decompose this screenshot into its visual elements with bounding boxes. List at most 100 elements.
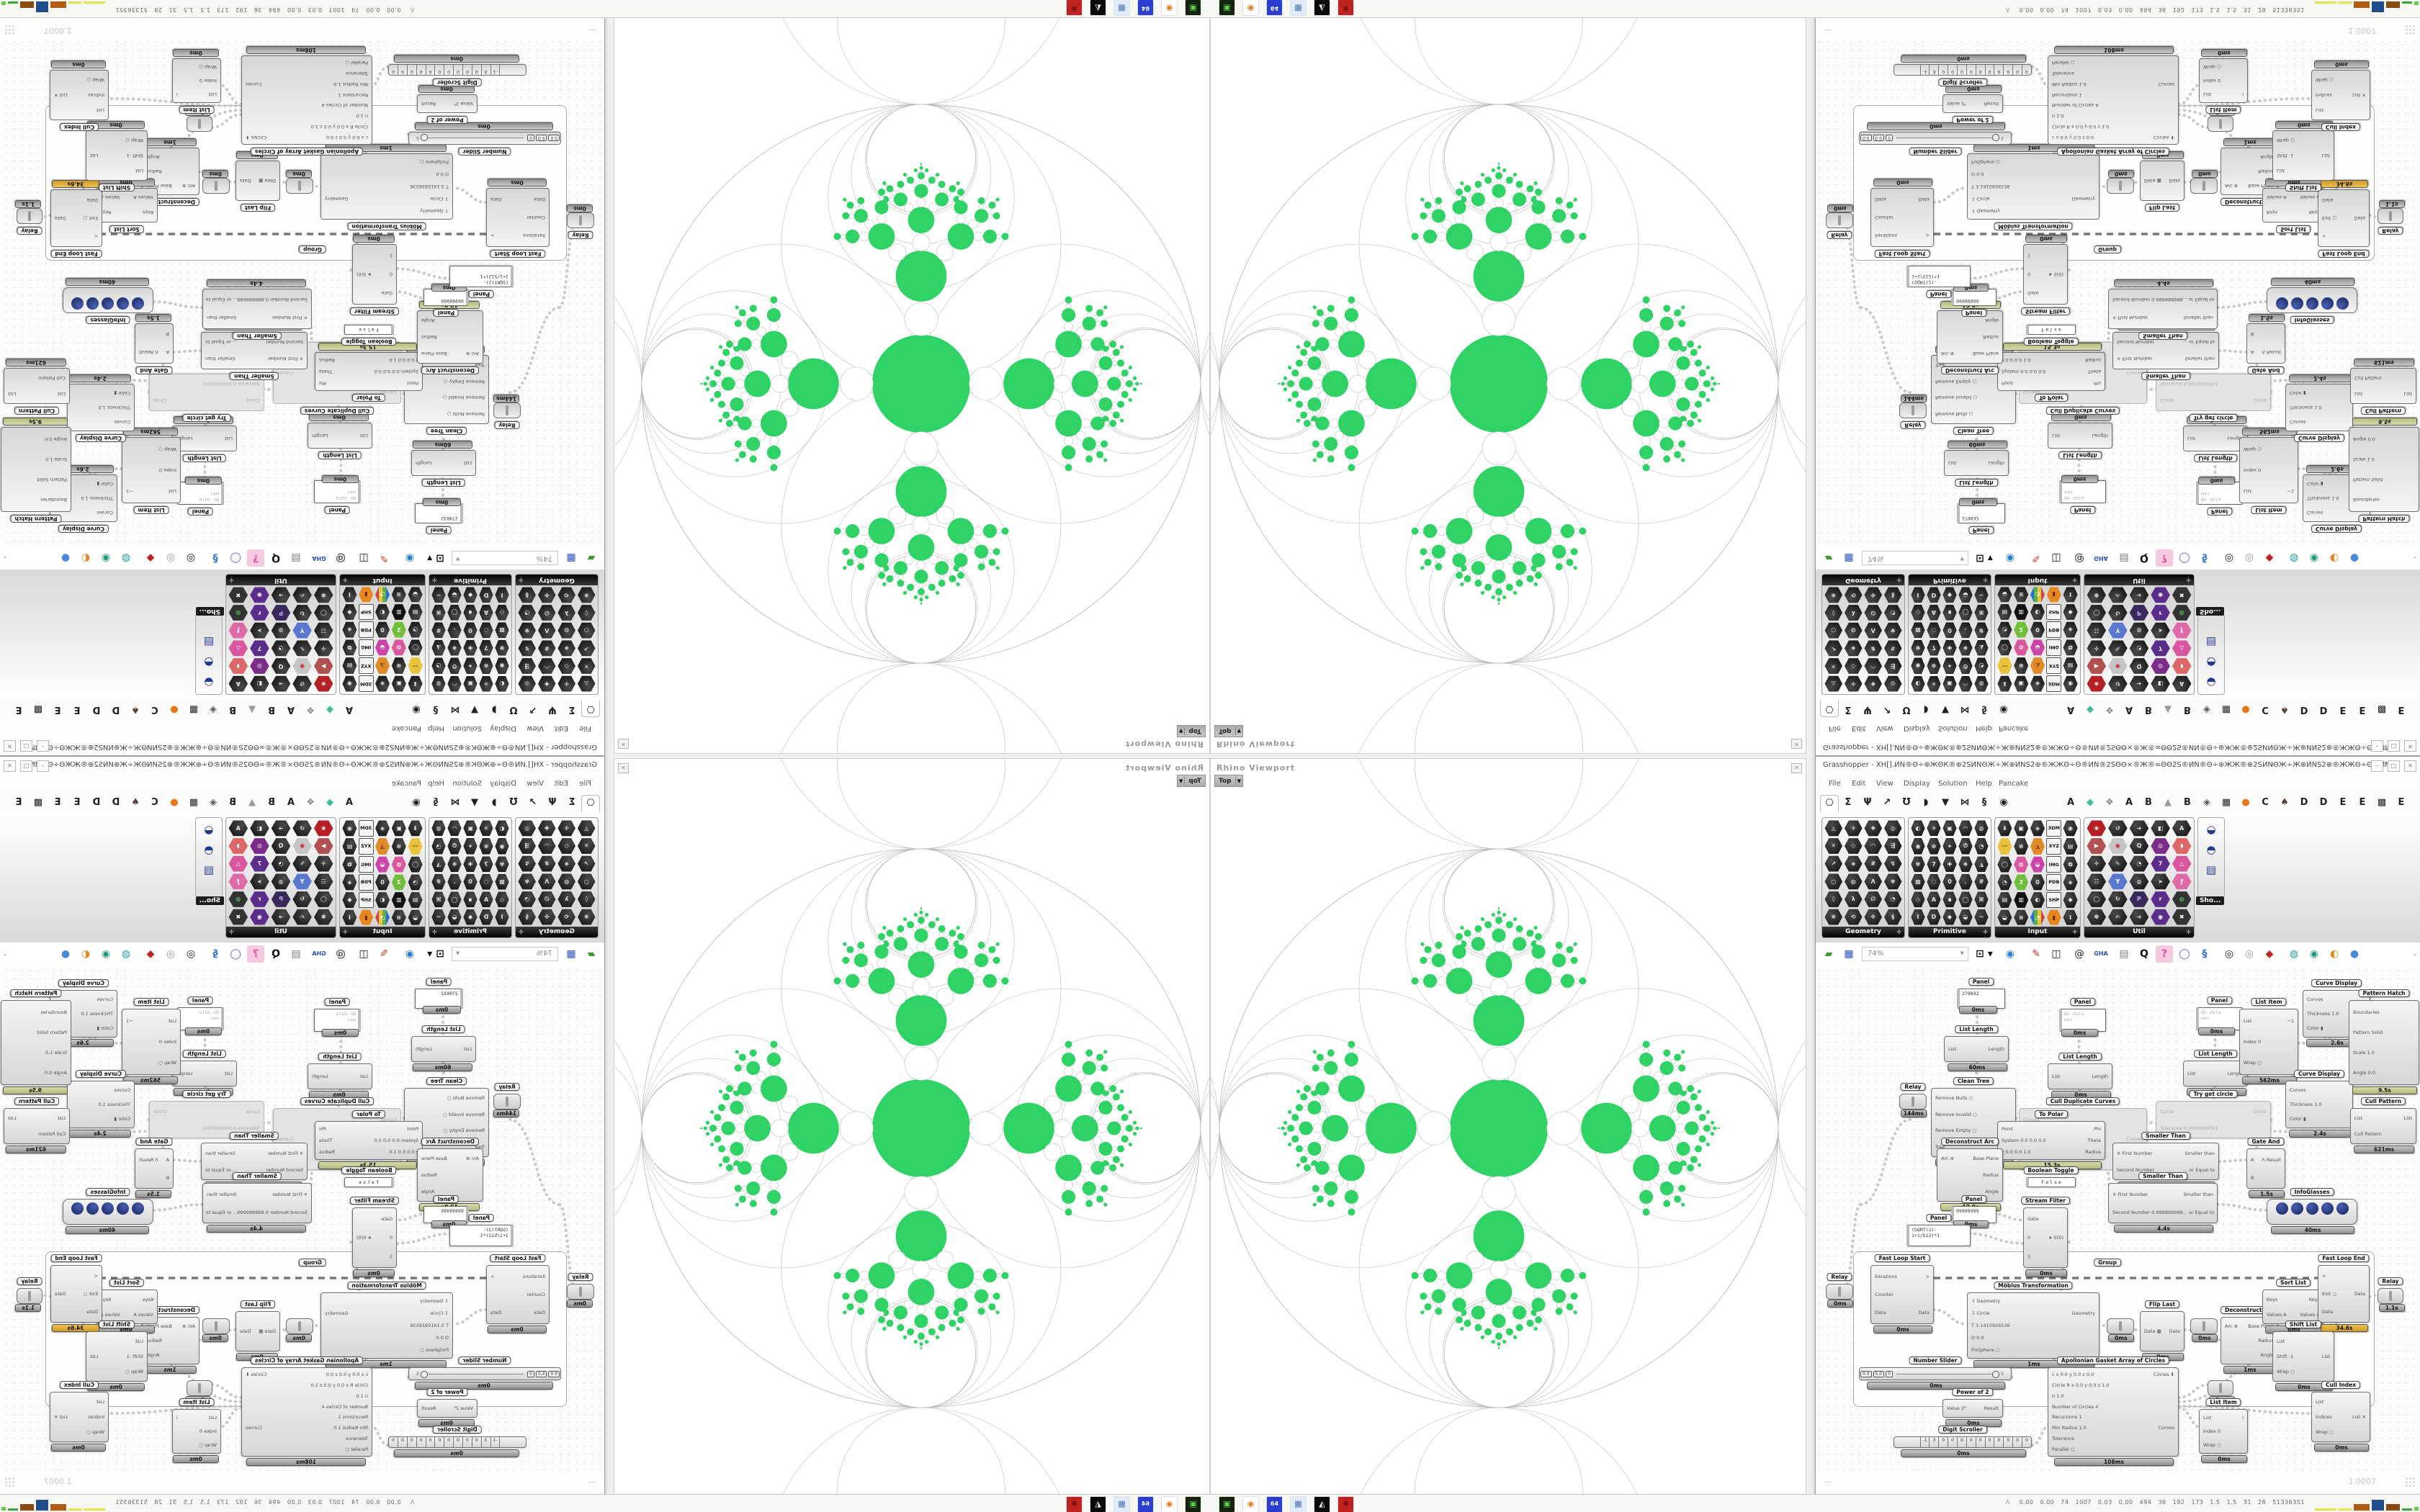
scroller-digit[interactable]: 0	[1957, 65, 1966, 75]
relay-node[interactable]	[493, 1094, 521, 1110]
component-icon[interactable]: ƒ	[228, 622, 248, 639]
palette-label[interactable]: Primitive ✛	[1909, 927, 1991, 937]
input-param[interactable]: Remove Nulls ○	[1935, 1095, 1973, 1102]
component-icon[interactable]: 7	[479, 856, 493, 873]
component-icon[interactable]: ◌	[1927, 622, 1941, 639]
component-icon[interactable]: ✾	[518, 873, 537, 890]
save-file-icon[interactable]: ▦	[1844, 948, 1854, 960]
input-param[interactable]: A	[166, 1156, 169, 1163]
input-param[interactable]: List	[57, 391, 66, 397]
component-icon[interactable]: ◈	[2063, 874, 2078, 891]
relay-node[interactable]	[2107, 178, 2134, 194]
component-icon[interactable]: ✚	[538, 675, 557, 692]
tab-plugin-e1[interactable]: E	[2339, 704, 2347, 715]
viewport-close-icon[interactable]: ✕	[618, 763, 629, 773]
component-icon[interactable]: ⊕	[1927, 657, 1941, 675]
tab-plugin-e3[interactable]: E	[15, 797, 22, 808]
input-param[interactable]: ⇩ Circle	[1971, 196, 1990, 202]
input-param[interactable]: Parallel ○	[345, 60, 368, 66]
panel-value[interactable]: 279032	[415, 503, 463, 523]
component-body[interactable]: Data ▦ Data	[236, 1311, 280, 1351]
node-pattern-hatch[interactable]: Pattern Hatch Boundaries Pattern Solid Scal…	[2349, 418, 2419, 523]
component-icon[interactable]: ↻	[2108, 605, 2128, 621]
component-icon[interactable]: ◇	[1845, 838, 1863, 854]
output-param[interactable]: Data	[490, 196, 502, 202]
component-icon[interactable]: ◯	[313, 605, 333, 621]
glasses-icon[interactable]: ◒	[204, 823, 214, 836]
component-icon[interactable]: IMG	[358, 639, 374, 656]
tab-plugin-c[interactable]: C	[151, 797, 158, 808]
component-body[interactable]: List −1 Index 0 Wrap ○	[122, 437, 181, 503]
component-icon[interactable]: ≡	[391, 909, 406, 925]
scroller-digit[interactable]: 0	[435, 65, 445, 75]
output-param[interactable]: Curves	[246, 1425, 262, 1431]
component-icon[interactable]: ✚	[463, 640, 478, 657]
tab-plugin-a2[interactable]: A	[2125, 704, 2133, 715]
component-icon[interactable]: ◉	[2108, 838, 2128, 854]
component-icon[interactable]: ◇	[1911, 891, 1925, 908]
input-param[interactable]: Values A	[2267, 194, 2287, 201]
toolbar-overflow-icon[interactable]: ⌄	[2412, 555, 2418, 562]
toolbar-overflow-icon[interactable]: ⌄	[2, 950, 8, 957]
component-icon[interactable]: ◮	[1974, 856, 1989, 873]
input-param[interactable]: List	[57, 1115, 66, 1121]
component-icon[interactable]: ◔	[271, 640, 291, 657]
resize-grip[interactable]	[5, 25, 15, 35]
component-icon[interactable]: ❀	[313, 820, 333, 837]
component-icon[interactable]: ◍	[1974, 676, 1989, 693]
relay-node[interactable]	[17, 208, 42, 224]
component-icon[interactable]: ◐	[375, 892, 390, 909]
node-relay[interactable]: Relay 0ms	[567, 1273, 594, 1308]
output-param[interactable]: Circles ⬇	[2153, 134, 2174, 140]
component-body[interactable]: Keys Keys Values A Values A	[96, 188, 158, 222]
component-icon[interactable]: ▣	[391, 675, 406, 692]
input-param[interactable]: Curves	[114, 419, 130, 425]
input-param[interactable]: Cull Pattern	[2354, 375, 2382, 381]
input-param[interactable]: B	[2251, 331, 2254, 338]
output-param[interactable]: Λ Result	[139, 1156, 158, 1163]
input-param[interactable]: 0	[2027, 271, 2031, 277]
component-icon[interactable]: ◆	[463, 587, 478, 603]
script-dna-icon[interactable]: §	[212, 552, 218, 564]
minimize-button[interactable]: –	[37, 740, 49, 752]
component-icon[interactable]: ⌘	[431, 891, 446, 908]
output-param[interactable]: Data	[55, 215, 66, 222]
component-icon[interactable]: ▩	[1911, 873, 1925, 890]
component-body[interactable]: List List Cull Pattern	[4, 368, 70, 404]
node-relay[interactable]: Relay 1.1s	[15, 200, 42, 235]
input-param[interactable]: <	[2322, 233, 2326, 239]
projector-icon[interactable]: ◫	[2051, 948, 2061, 960]
component-icon[interactable]: ◒	[408, 587, 423, 603]
panel-value[interactable]: (SQRT(2)- 1+1/512)*1	[1906, 266, 1971, 287]
node-digit-scroller[interactable]: Digit Scroller -1 3 0 0 0 0 0 0 0 0 0 0 0ms	[388, 1426, 526, 1457]
component-icon[interactable]: #	[1864, 640, 1883, 657]
component-icon[interactable]: ~	[1974, 909, 1989, 925]
glasses-icon[interactable]: ▤	[203, 863, 215, 876]
component-icon[interactable]: ✕	[1824, 838, 1842, 854]
component-icon[interactable]: ✕	[578, 658, 596, 675]
node-canvas[interactable]: Panel 279032 0ms List Length List Length 60ms C…	[0, 967, 604, 1471]
input-param[interactable]: Data	[1875, 196, 1886, 202]
node-relay[interactable]: Relay 1.1s	[15, 1277, 42, 1312]
component-icon[interactable]: ▶	[2087, 658, 2107, 675]
output-param[interactable]: >	[490, 1273, 495, 1279]
sphere-display-icon[interactable]: ● ▾	[2349, 535, 2360, 564]
component-body[interactable]: Keys Keys Values A Values A	[2262, 188, 2324, 222]
tab-plugin-c[interactable]: C	[151, 704, 158, 715]
save-file-icon[interactable]: ▦	[566, 948, 576, 960]
component-icon[interactable]: ◉	[342, 675, 357, 692]
component-body[interactable]: c x 0.0 y 0.0 z 0.0 Circles ⬇ Circle R x 0…	[2048, 55, 2179, 145]
render-ball-icon[interactable]: ◉	[101, 552, 111, 564]
component-icon[interactable]: ◍	[228, 605, 248, 621]
input-param[interactable]: Index 0	[2244, 467, 2262, 474]
input-param[interactable]: Shift -1	[126, 1353, 143, 1359]
input-param[interactable]: Wrap ○	[158, 446, 176, 453]
notes-icon[interactable]: ▤	[291, 552, 301, 564]
glasses-icon[interactable]: ◒	[2206, 823, 2216, 836]
component-icon[interactable]: ↺	[2108, 820, 2128, 837]
component-icon[interactable]: ⬇	[408, 820, 423, 837]
component-icon[interactable]: ◯	[2087, 605, 2107, 621]
component-icon[interactable]: ✦	[463, 838, 478, 855]
component-icon[interactable]: SHP	[2046, 603, 2062, 621]
